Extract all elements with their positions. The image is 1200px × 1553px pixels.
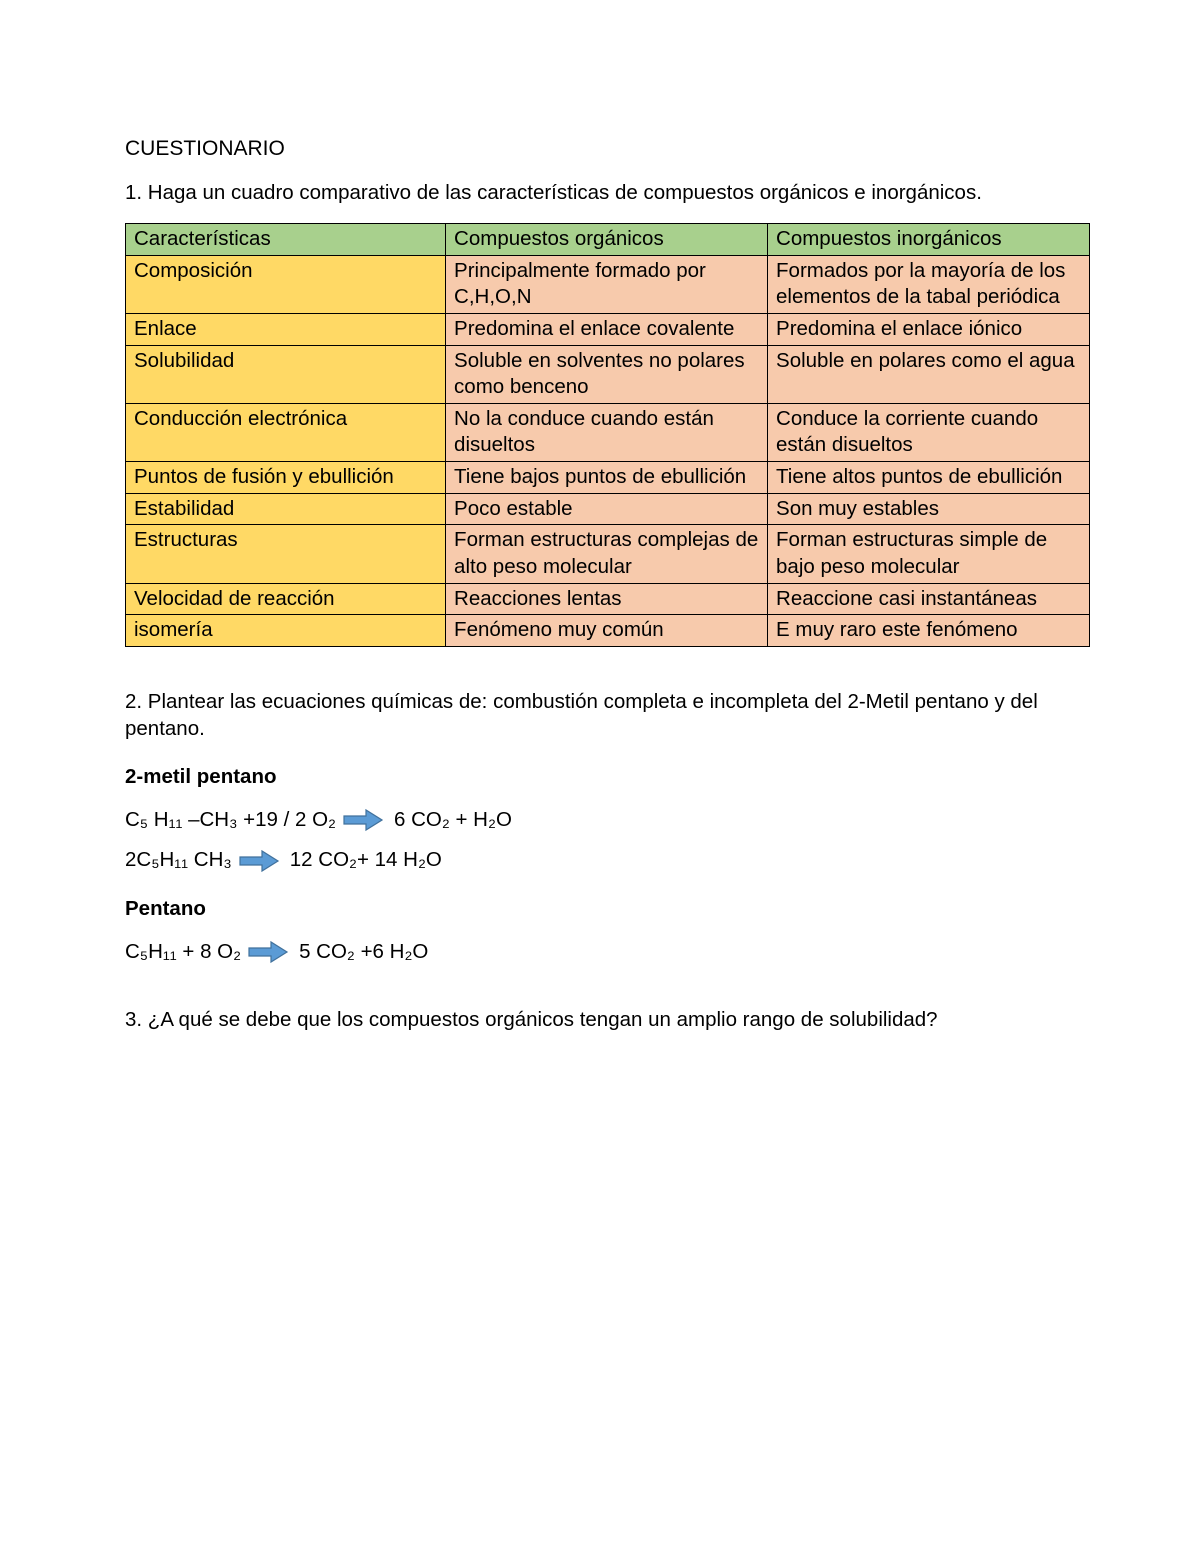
table-cell: No la conduce cuando están disueltos: [446, 403, 768, 461]
table-row: isomeríaFenómeno muy comúnE muy raro est…: [126, 615, 1090, 647]
equation-lhs: 2C₅H₁₁ CH₃: [125, 847, 232, 874]
compound-1-heading: 2-metil pentano: [125, 764, 1090, 791]
table-cell: Principalmente formado por C,H,O,N: [446, 255, 768, 313]
table-cell: E muy raro este fenómeno: [768, 615, 1090, 647]
table-cell: Tiene bajos puntos de ebullición: [446, 462, 768, 494]
table-cell: Velocidad de reacción: [126, 583, 446, 615]
table-cell: Fenómeno muy común: [446, 615, 768, 647]
question-2: 2. Plantear las ecuaciones químicas de: …: [125, 689, 1090, 742]
table-row: EstructurasForman estructuras complejas …: [126, 525, 1090, 583]
table-cell: Soluble en polares como el agua: [768, 345, 1090, 403]
equation-lhs: C₅ H₁₁ –CH₃ +19 / 2 O₂: [125, 807, 336, 834]
table-cell: Formados por la mayoría de los elementos…: [768, 255, 1090, 313]
table-cell: Reaccione casi instantáneas: [768, 583, 1090, 615]
table-cell: Estructuras: [126, 525, 446, 583]
table-cell: Son muy estables: [768, 493, 1090, 525]
table-cell: Reacciones lentas: [446, 583, 768, 615]
equation-1: C₅ H₁₁ –CH₃ +19 / 2 O₂ 6 CO₂ + H₂O: [125, 807, 1090, 834]
table-row: Puntos de fusión y ebulliciónTiene bajos…: [126, 462, 1090, 494]
equation-lhs: C₅H₁₁ + 8 O₂: [125, 939, 241, 966]
arrow-icon: [238, 848, 280, 874]
arrow-icon: [247, 939, 289, 965]
table-row: ComposiciónPrincipalmente formado por C,…: [126, 255, 1090, 313]
table-row: Conducción electrónicaNo la conduce cuan…: [126, 403, 1090, 461]
arrow-icon: [342, 807, 384, 833]
table-cell: Soluble en solventes no polares como ben…: [446, 345, 768, 403]
compound-2-heading: Pentano: [125, 896, 1090, 923]
equation-2: 2C₅H₁₁ CH₃ 12 CO₂+ 14 H₂O: [125, 847, 1090, 874]
table-cell: Conduce la corriente cuando están disuel…: [768, 403, 1090, 461]
table-cell: Predomina el enlace iónico: [768, 313, 1090, 345]
table-cell: Estabilidad: [126, 493, 446, 525]
table-cell: isomería: [126, 615, 446, 647]
table-cell: Enlace: [126, 313, 446, 345]
table-cell: Solubilidad: [126, 345, 446, 403]
table-row: SolubilidadSoluble en solventes no polar…: [126, 345, 1090, 403]
table-header-cell: Compuestos orgánicos: [446, 223, 768, 255]
question-3: 3. ¿A qué se debe que los compuestos org…: [125, 1007, 1090, 1034]
equation-rhs: 12 CO₂+ 14 H₂O: [290, 847, 442, 874]
table-cell: Poco estable: [446, 493, 768, 525]
document-title: CUESTIONARIO: [125, 135, 1090, 162]
table-row: EstabilidadPoco estableSon muy estables: [126, 493, 1090, 525]
table-header-cell: Compuestos inorgánicos: [768, 223, 1090, 255]
table-header-cell: Características: [126, 223, 446, 255]
question-1: 1. Haga un cuadro comparativo de las car…: [125, 180, 1090, 207]
table-cell: Forman estructuras simple de bajo peso m…: [768, 525, 1090, 583]
comparison-table: Características Compuestos orgánicos Com…: [125, 223, 1090, 647]
table-cell: Forman estructuras complejas de alto pes…: [446, 525, 768, 583]
table-row: Velocidad de reacciónReacciones lentasRe…: [126, 583, 1090, 615]
table-cell: Conducción electrónica: [126, 403, 446, 461]
table-header-row: Características Compuestos orgánicos Com…: [126, 223, 1090, 255]
equation-3: C₅H₁₁ + 8 O₂ 5 CO₂ +6 H₂O: [125, 939, 1090, 966]
table-cell: Puntos de fusión y ebullición: [126, 462, 446, 494]
table-row: EnlacePredomina el enlace covalentePredo…: [126, 313, 1090, 345]
equation-rhs: 5 CO₂ +6 H₂O: [299, 939, 428, 966]
table-cell: Tiene altos puntos de ebullición: [768, 462, 1090, 494]
table-cell: Composición: [126, 255, 446, 313]
equation-rhs: 6 CO₂ + H₂O: [394, 807, 512, 834]
table-cell: Predomina el enlace covalente: [446, 313, 768, 345]
